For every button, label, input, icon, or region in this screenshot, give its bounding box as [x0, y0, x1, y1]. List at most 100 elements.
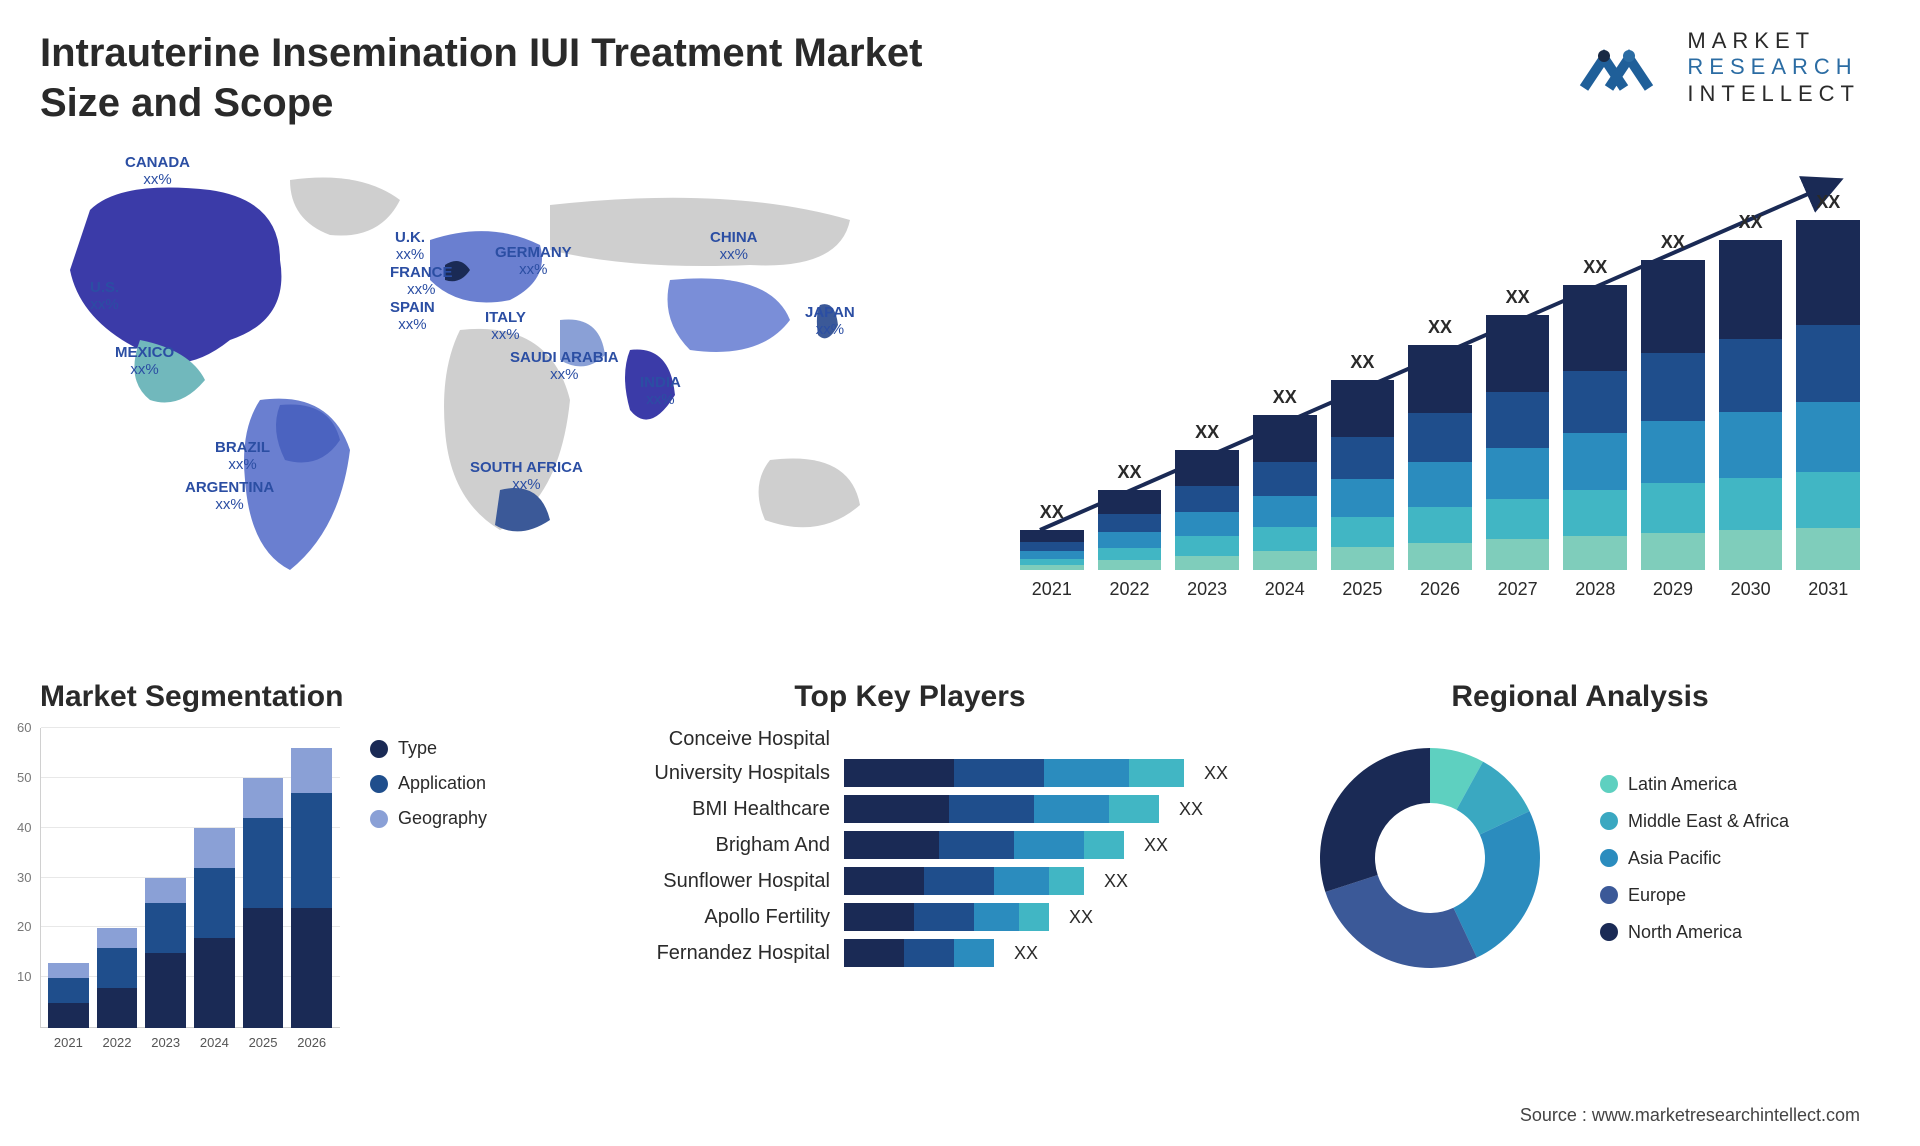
legend-item: Geography: [370, 808, 487, 829]
market-x-label: 2023: [1175, 579, 1239, 600]
segmentation-panel: Market Segmentation 102030405060 2021202…: [40, 680, 520, 1028]
map-country-label: FRANCExx%: [390, 265, 453, 298]
player-row: BMI Healthcare XX: [590, 795, 1230, 823]
segmentation-x-label: 2024: [194, 1035, 235, 1050]
market-bar: XX: [1563, 285, 1627, 570]
market-x-label: 2024: [1253, 579, 1317, 600]
map-country-label: CHINAxx%: [710, 230, 758, 263]
player-bar: [844, 831, 1124, 859]
map-country-label: SPAINxx%: [390, 300, 435, 333]
player-name: Apollo Fertility: [590, 906, 830, 929]
player-row: Sunflower Hospital XX: [590, 867, 1230, 895]
logo-text: MARKET RESEARCH INTELLECT: [1687, 28, 1860, 107]
map-country-label: ITALYxx%: [485, 310, 526, 343]
segmentation-bar: [145, 878, 186, 1028]
player-bar: [844, 939, 994, 967]
market-bar: XX: [1098, 490, 1162, 570]
market-x-label: 2028: [1563, 579, 1627, 600]
player-value: XX: [1014, 943, 1038, 964]
market-bar-label: XX: [1273, 387, 1297, 408]
player-name: University Hospitals: [590, 762, 830, 785]
logo-icon: [1579, 38, 1669, 98]
segmentation-x-label: 2022: [97, 1035, 138, 1050]
player-bar: [844, 903, 1049, 931]
player-name: Sunflower Hospital: [590, 870, 830, 893]
player-bar: [844, 759, 1184, 787]
map-country-label: SOUTH AFRICAxx%: [470, 460, 583, 493]
market-bar: XX: [1331, 380, 1395, 570]
map-country-label: SAUDI ARABIAxx%: [510, 350, 619, 383]
map-country-label: INDIAxx%: [640, 375, 681, 408]
market-x-label: 2029: [1641, 579, 1705, 600]
map-country-label: BRAZILxx%: [215, 440, 270, 473]
player-value: XX: [1069, 907, 1093, 928]
segmentation-bar: [48, 963, 89, 1028]
market-bar-label: XX: [1506, 287, 1530, 308]
player-bar: [844, 867, 1084, 895]
legend-item: Asia Pacific: [1600, 848, 1789, 869]
player-name: Conceive Hospital: [590, 728, 830, 751]
market-bar-label: XX: [1040, 502, 1064, 523]
market-bar: XX: [1486, 315, 1550, 570]
legend-item: Europe: [1600, 885, 1789, 906]
logo-line1: MARKET: [1687, 28, 1860, 54]
map-country-label: JAPANxx%: [805, 305, 855, 338]
market-bar: XX: [1175, 450, 1239, 570]
player-bar: [844, 795, 1159, 823]
players-panel: Top Key Players Conceive HospitalUnivers…: [590, 680, 1230, 975]
legend-item: Application: [370, 773, 487, 794]
market-size-chart: XXXXXXXXXXXXXXXXXXXXXX 20212022202320242…: [1020, 150, 1860, 600]
market-x-label: 2026: [1408, 579, 1472, 600]
donut-segment: [1325, 875, 1476, 968]
legend-item: Type: [370, 738, 487, 759]
market-x-label: 2030: [1719, 579, 1783, 600]
market-bar-label: XX: [1661, 232, 1685, 253]
map-country-label: GERMANYxx%: [495, 245, 572, 278]
segmentation-bar: [194, 828, 235, 1028]
legend-item: Middle East & Africa: [1600, 811, 1789, 832]
segmentation-chart: 102030405060 202120222023202420252026: [40, 728, 340, 1028]
segmentation-x-label: 2025: [243, 1035, 284, 1050]
player-name: BMI Healthcare: [590, 798, 830, 821]
regional-panel: Regional Analysis Latin AmericaMiddle Ea…: [1300, 680, 1860, 988]
player-value: XX: [1144, 835, 1168, 856]
world-map-panel: CANADAxx%U.S.xx%MEXICOxx%BRAZILxx%ARGENT…: [30, 150, 910, 600]
segmentation-bar: [291, 748, 332, 1028]
player-value: XX: [1204, 763, 1228, 784]
logo-line3: INTELLECT: [1687, 81, 1860, 107]
market-bar-label: XX: [1739, 212, 1763, 233]
segmentation-x-label: 2021: [48, 1035, 89, 1050]
market-x-label: 2031: [1796, 579, 1860, 600]
player-row: Conceive Hospital: [590, 728, 1230, 751]
segmentation-legend: Type Application Geography: [370, 728, 487, 829]
map-country-label: U.K.xx%: [395, 230, 425, 263]
brand-logo: MARKET RESEARCH INTELLECT: [1579, 28, 1860, 107]
segmentation-x-label: 2023: [145, 1035, 186, 1050]
player-value: XX: [1104, 871, 1128, 892]
market-bar-label: XX: [1428, 317, 1452, 338]
market-bar: XX: [1020, 530, 1084, 570]
map-country-label: ARGENTINAxx%: [185, 480, 274, 513]
player-row: University Hospitals XX: [590, 759, 1230, 787]
legend-item: Latin America: [1600, 774, 1789, 795]
market-bar: XX: [1641, 260, 1705, 570]
source-citation: Source : www.marketresearchintellect.com: [1520, 1105, 1860, 1126]
market-bar-label: XX: [1195, 422, 1219, 443]
player-name: Fernandez Hospital: [590, 942, 830, 965]
segmentation-x-label: 2026: [291, 1035, 332, 1050]
market-x-label: 2027: [1486, 579, 1550, 600]
market-x-label: 2025: [1331, 579, 1395, 600]
market-bar: XX: [1719, 240, 1783, 570]
player-value: XX: [1179, 799, 1203, 820]
map-country-label: MEXICOxx%: [115, 345, 174, 378]
logo-line2: RESEARCH: [1687, 54, 1860, 80]
market-x-label: 2022: [1098, 579, 1162, 600]
regional-donut: [1300, 728, 1560, 988]
page-title: Intrauterine Insemination IUI Treatment …: [40, 28, 940, 128]
legend-item: North America: [1600, 922, 1789, 943]
market-bar: XX: [1796, 220, 1860, 570]
market-bar-label: XX: [1816, 192, 1840, 213]
market-bar-label: XX: [1117, 462, 1141, 483]
player-row: Brigham AndXX: [590, 831, 1230, 859]
player-row: Apollo Fertility XX: [590, 903, 1230, 931]
